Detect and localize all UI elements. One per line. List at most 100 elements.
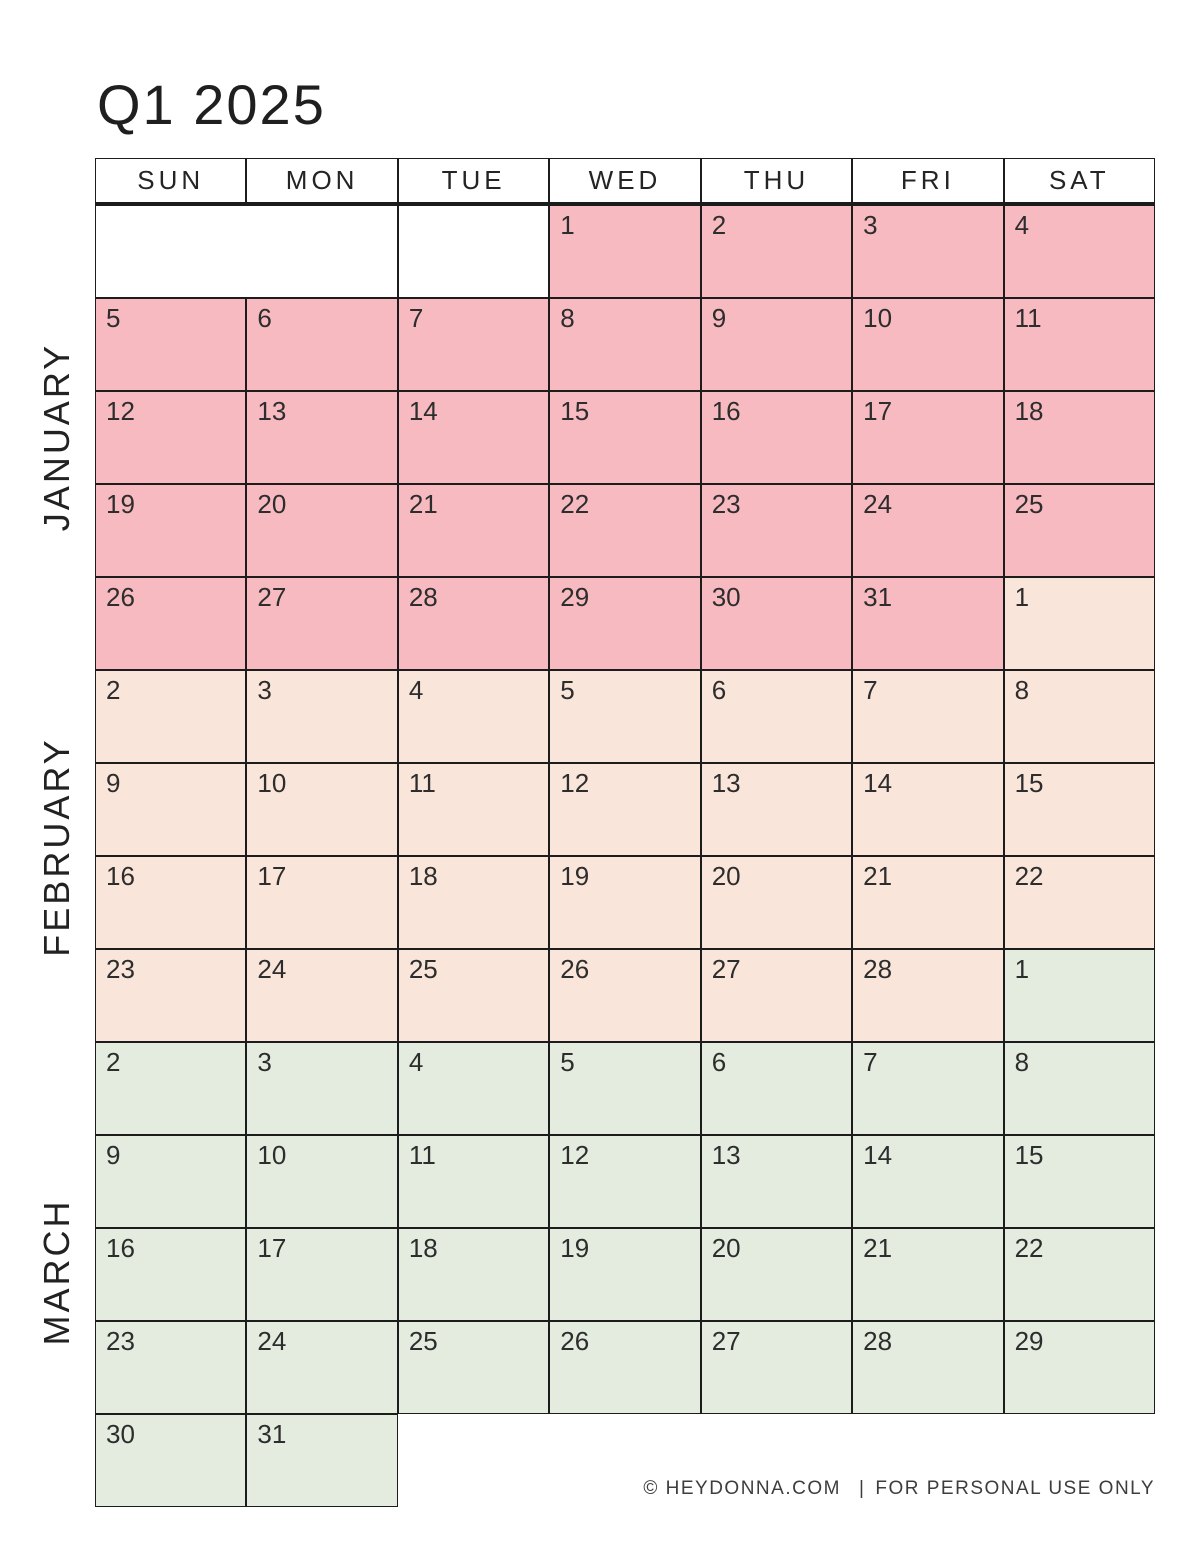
- day-cell: 21: [852, 1228, 1004, 1321]
- day-cell: 26: [95, 577, 247, 670]
- month-label-march: MARCH: [36, 1198, 77, 1346]
- weekday-header-sun: SUN: [95, 158, 247, 205]
- day-cell: 22: [549, 484, 701, 577]
- day-cell: 18: [1003, 391, 1155, 484]
- footer-credit: © HEYDONNA.COM | FOR PERSONAL USE ONLY: [643, 1478, 1155, 1500]
- day-cell: 14: [397, 391, 550, 484]
- day-cell: 26: [549, 1321, 701, 1414]
- day-cell: 31: [852, 577, 1004, 670]
- day-cell: 10: [852, 298, 1004, 391]
- footer-separator: |: [858, 1478, 866, 1499]
- weekday-header-wed: WED: [549, 158, 701, 205]
- weekday-header-tue: TUE: [397, 158, 550, 205]
- day-cell: 29: [1003, 1321, 1155, 1414]
- day-cell: 22: [1003, 1228, 1155, 1321]
- day-cell: 17: [246, 1228, 398, 1321]
- day-cell: 21: [852, 856, 1004, 949]
- day-cell: 9: [95, 763, 247, 856]
- weekday-header-sat: SAT: [1003, 158, 1155, 205]
- empty-cell: [397, 205, 550, 298]
- day-cell: 7: [852, 1042, 1004, 1135]
- day-cell: 6: [700, 670, 853, 763]
- day-cell: 9: [700, 298, 853, 391]
- day-cell: 19: [549, 856, 701, 949]
- day-cell: 12: [549, 1135, 701, 1228]
- day-cell: 3: [852, 205, 1004, 298]
- day-cell: 14: [852, 1135, 1004, 1228]
- day-cell: 24: [246, 1321, 398, 1414]
- day-cell: 21: [397, 484, 550, 577]
- day-cell: 5: [95, 298, 247, 391]
- day-cell: 4: [397, 1042, 550, 1135]
- day-cell: 11: [397, 763, 550, 856]
- day-cell: 15: [1003, 763, 1155, 856]
- day-cell: 6: [246, 298, 398, 391]
- day-cell: 26: [549, 949, 701, 1042]
- day-cell: 28: [852, 949, 1004, 1042]
- day-cell: 24: [852, 484, 1004, 577]
- footer-usage-note: FOR PERSONAL USE ONLY: [875, 1478, 1155, 1499]
- day-cell: 3: [246, 670, 398, 763]
- day-cell: 27: [246, 577, 398, 670]
- day-cell: 8: [549, 298, 701, 391]
- day-cell: 9: [95, 1135, 247, 1228]
- day-cell: 13: [700, 763, 853, 856]
- day-cell: 2: [700, 205, 853, 298]
- day-cell: 4: [1003, 205, 1155, 298]
- day-cell: 18: [397, 856, 550, 949]
- day-cell: 18: [397, 1228, 550, 1321]
- day-cell: 12: [549, 763, 701, 856]
- month-label-february: FEBRUARY: [36, 737, 77, 957]
- day-cell: 5: [549, 1042, 701, 1135]
- day-cell: 13: [700, 1135, 853, 1228]
- ghost-cell: [1003, 1414, 1155, 1507]
- calendar-grid: SUN MON TUE WED THU FRI SAT 1 2 3 4 5 6 7 8 9 10 11 12 13 14…: [95, 158, 1155, 1507]
- day-cell: 19: [549, 1228, 701, 1321]
- day-cell: 20: [700, 1228, 853, 1321]
- day-cell: 12: [95, 391, 247, 484]
- day-cell: 15: [549, 391, 701, 484]
- day-cell: 23: [95, 949, 247, 1042]
- day-cell: 24: [246, 949, 398, 1042]
- weekday-header-thu: THU: [700, 158, 853, 205]
- day-cell: 11: [1003, 298, 1155, 391]
- page-title: Q1 2025: [97, 73, 326, 136]
- day-cell: 25: [397, 1321, 550, 1414]
- day-cell: 8: [1003, 1042, 1155, 1135]
- day-cell: 6: [700, 1042, 853, 1135]
- day-cell: 15: [1003, 1135, 1155, 1228]
- ghost-cell: [852, 1414, 1004, 1507]
- weekday-header-mon: MON: [246, 158, 398, 205]
- day-cell: 23: [95, 1321, 247, 1414]
- day-cell: 16: [700, 391, 853, 484]
- ghost-cell: [549, 1414, 701, 1507]
- day-cell: 4: [397, 670, 550, 763]
- day-cell: 16: [95, 856, 247, 949]
- day-cell: 20: [700, 856, 853, 949]
- empty-cell: [95, 205, 398, 298]
- day-cell: 17: [852, 391, 1004, 484]
- day-cell: 8: [1003, 670, 1155, 763]
- day-cell: 27: [700, 949, 853, 1042]
- day-cell: 10: [246, 763, 398, 856]
- day-cell: 7: [397, 298, 550, 391]
- day-cell: 22: [1003, 856, 1155, 949]
- day-cell: 16: [95, 1228, 247, 1321]
- footer-copyright: © HEYDONNA.COM: [643, 1478, 841, 1499]
- day-cell: 28: [852, 1321, 1004, 1414]
- day-cell: 30: [95, 1414, 247, 1507]
- day-cell: 13: [246, 391, 398, 484]
- day-cell: 25: [397, 949, 550, 1042]
- day-cell: 1: [1003, 577, 1155, 670]
- day-cell: 23: [700, 484, 853, 577]
- day-cell: 7: [852, 670, 1004, 763]
- day-cell: 3: [246, 1042, 398, 1135]
- day-cell: 1: [549, 205, 701, 298]
- day-cell: 28: [397, 577, 550, 670]
- day-cell: 2: [95, 670, 247, 763]
- weekday-header-fri: FRI: [852, 158, 1004, 205]
- ghost-cell: [700, 1414, 853, 1507]
- day-cell: 5: [549, 670, 701, 763]
- day-cell: 30: [700, 577, 853, 670]
